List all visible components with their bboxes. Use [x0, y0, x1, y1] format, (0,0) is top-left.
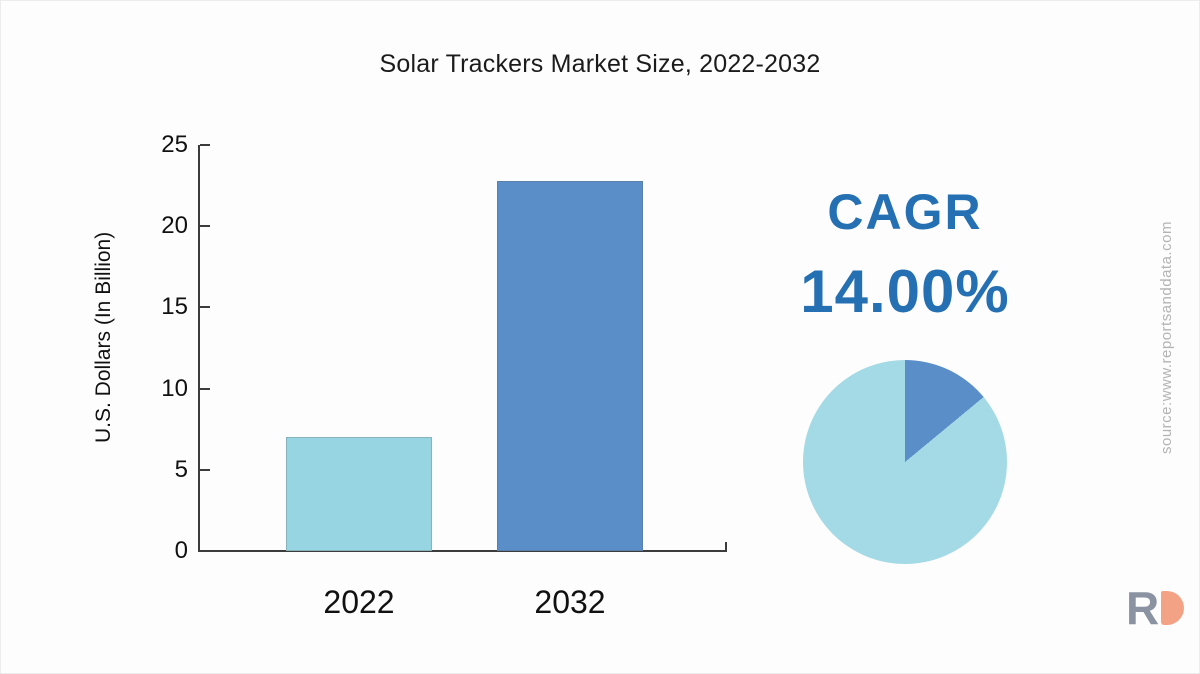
y-tick-mark: [200, 225, 210, 228]
brand-logo: R: [1126, 582, 1185, 634]
source-watermark: source:www.reportsanddata.com: [1158, 221, 1175, 455]
y-tick-label: 5: [174, 455, 188, 483]
chart-title: Solar Trackers Market Size, 2022-2032: [379, 50, 821, 78]
y-tick-label: 10: [161, 374, 188, 402]
bar-2032: [497, 180, 643, 551]
bar-2022: [286, 437, 432, 551]
x-axis-label-2022: 2022: [323, 584, 395, 620]
y-tick-mark: [200, 468, 210, 471]
logo-d-shape-icon: [1161, 591, 1185, 625]
cagr-block: CAGR 14.00%: [755, 185, 1055, 323]
cagr-pie-chart: [803, 360, 1007, 564]
y-tick-label: 0: [174, 537, 188, 564]
y-axis-title: U.S. Dollars (In Billion): [92, 231, 115, 444]
y-tick-label: 15: [161, 293, 188, 321]
y-tick-mark: [200, 387, 210, 390]
y-tick-mark: [200, 144, 210, 146]
y-axis-line: [198, 145, 200, 552]
cagr-value: 14.00%: [800, 258, 1010, 325]
x-axis-line: [198, 550, 727, 552]
y-tick-label: 25: [161, 131, 188, 158]
cagr-label: CAGR: [827, 184, 983, 240]
y-tick-mark: [200, 306, 210, 309]
y-tick-label: 20: [161, 212, 188, 240]
x-axis-end-tick: [725, 542, 727, 551]
x-axis-label-2032: 2032: [534, 584, 606, 620]
logo-letter-r: R: [1126, 582, 1160, 634]
